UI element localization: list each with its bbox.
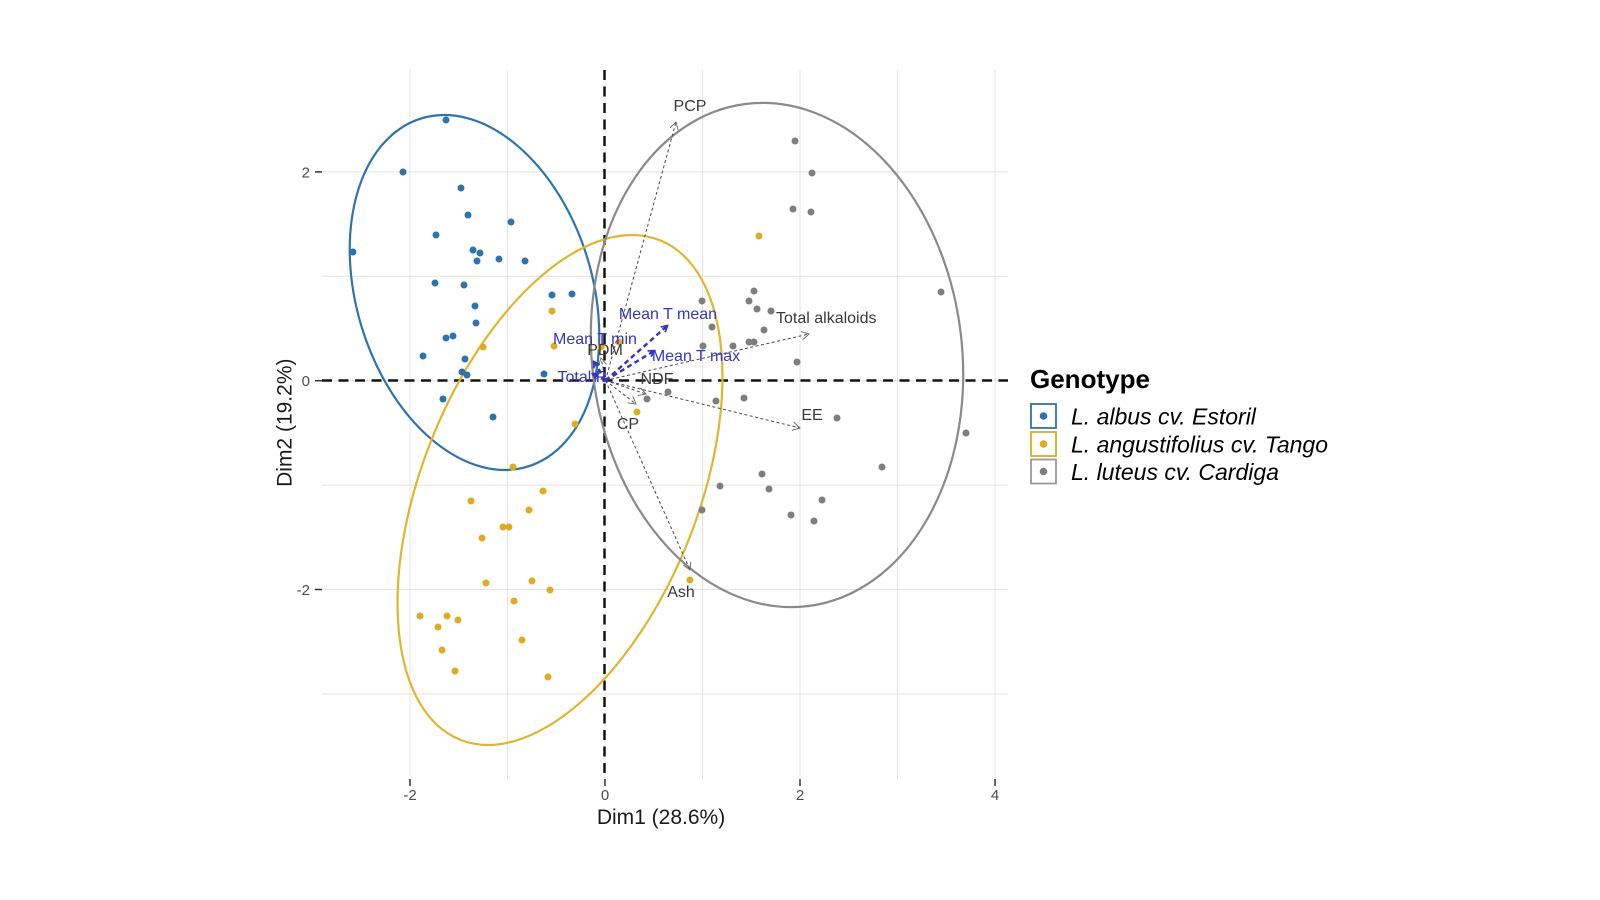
svg-text:2: 2 [796, 787, 804, 804]
svg-text:Mean T max: Mean T max [652, 348, 740, 365]
svg-text:EE: EE [801, 407, 822, 424]
svg-text:2: 2 [302, 164, 310, 181]
svg-text:PDM: PDM [587, 342, 623, 359]
svg-text:L. albus cv. Estoril: L. albus cv. Estoril [1071, 404, 1257, 430]
svg-text:-2: -2 [297, 582, 310, 599]
svg-text:4: 4 [991, 787, 999, 804]
svg-text:PCP: PCP [674, 98, 707, 115]
svg-text:Genotype: Genotype [1030, 364, 1150, 394]
svg-text:-2: -2 [403, 787, 416, 804]
svg-text:Total P: Total P [558, 369, 607, 386]
svg-text:NDF: NDF [641, 371, 674, 388]
svg-text:0: 0 [601, 787, 609, 804]
svg-text:L. angustifolius cv. Tango: L. angustifolius cv. Tango [1071, 432, 1328, 458]
svg-text:Ash: Ash [667, 584, 695, 601]
svg-text:Mean T mean: Mean T mean [619, 306, 717, 323]
svg-text:L. luteus cv. Cardiga: L. luteus cv. Cardiga [1071, 459, 1279, 485]
svg-text:Mean T min: Mean T min [553, 331, 637, 348]
svg-text:0: 0 [302, 373, 310, 390]
svg-text:Total alkaloids: Total alkaloids [776, 310, 877, 327]
svg-text:Dim1 (28.6%): Dim1 (28.6%) [597, 806, 725, 829]
svg-text:CP: CP [617, 416, 639, 433]
svg-text:Dim2 (19.2%): Dim2 (19.2%) [274, 359, 297, 487]
